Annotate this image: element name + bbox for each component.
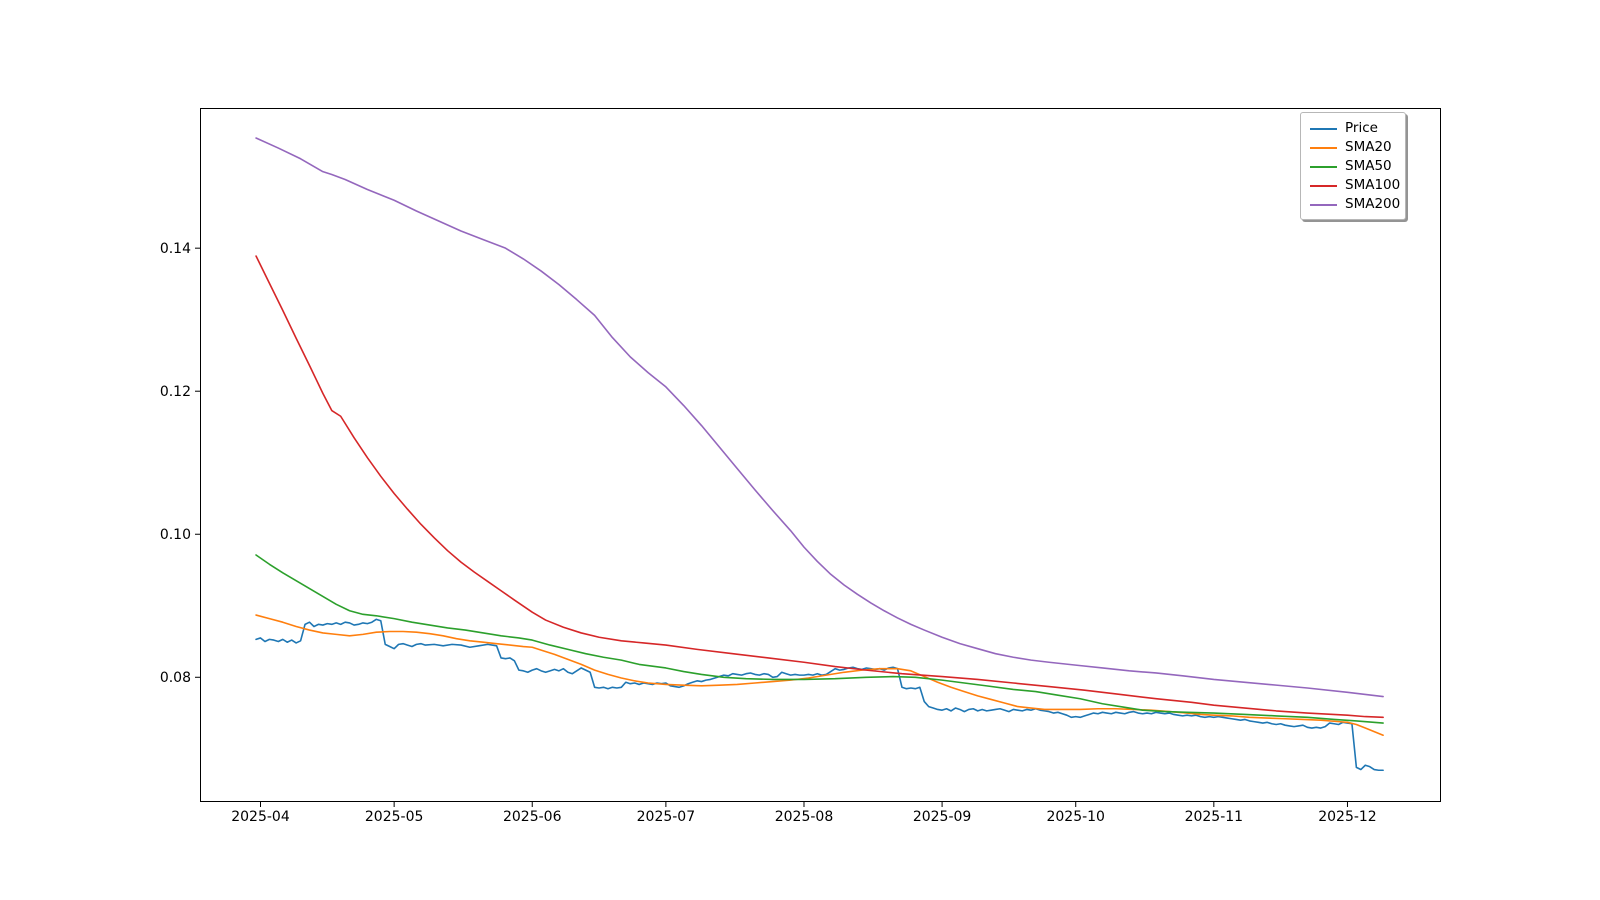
legend: Price SMA20 SMA50 SMA100 SMA200: [1300, 112, 1406, 220]
y-tick-label: 0.12: [160, 384, 191, 400]
legend-entry-sma200: SMA200: [1310, 195, 1401, 214]
x-tick-label: 2025-04: [231, 809, 290, 825]
legend-label-price: Price: [1345, 120, 1378, 136]
legend-label-sma100: SMA100: [1345, 177, 1401, 193]
legend-line-sample-sma50: [1310, 165, 1337, 168]
y-tick-label: 0.14: [160, 241, 191, 257]
legend-line-sample-sma20: [1310, 146, 1337, 149]
legend-line-sample-price: [1310, 127, 1337, 130]
legend-line-sample-sma200: [1310, 203, 1337, 206]
y-tick-label: 0.10: [160, 527, 191, 543]
axes-frame: [200, 108, 1441, 802]
x-tick-label: 2025-08: [775, 809, 834, 825]
legend-label-sma50: SMA50: [1345, 158, 1392, 174]
series-line-sma200: [255, 137, 1384, 698]
series-line-sma50: [255, 554, 1384, 724]
x-tick-label: 2025-07: [637, 809, 696, 825]
x-tick-label: 2025-06: [503, 809, 562, 825]
legend-entry-sma100: SMA100: [1310, 176, 1401, 195]
legend-label-sma200: SMA200: [1345, 196, 1401, 212]
series-line-sma100: [255, 255, 1384, 719]
series-line-price: [255, 618, 1384, 772]
legend-entry-sma20: SMA20: [1310, 138, 1397, 157]
y-tick-label: 0.08: [160, 670, 191, 686]
x-tick-label: 2025-05: [365, 809, 424, 825]
x-tick-label: 2025-11: [1185, 809, 1244, 825]
x-tick-label: 2025-09: [913, 809, 972, 825]
x-tick-label: 2025-10: [1046, 809, 1105, 825]
legend-entry-price: Price: [1310, 119, 1397, 138]
legend-label-sma20: SMA20: [1345, 139, 1392, 155]
legend-entry-sma50: SMA50: [1310, 157, 1397, 176]
legend-line-sample-sma100: [1310, 184, 1337, 187]
x-tick-label: 2025-12: [1318, 809, 1377, 825]
